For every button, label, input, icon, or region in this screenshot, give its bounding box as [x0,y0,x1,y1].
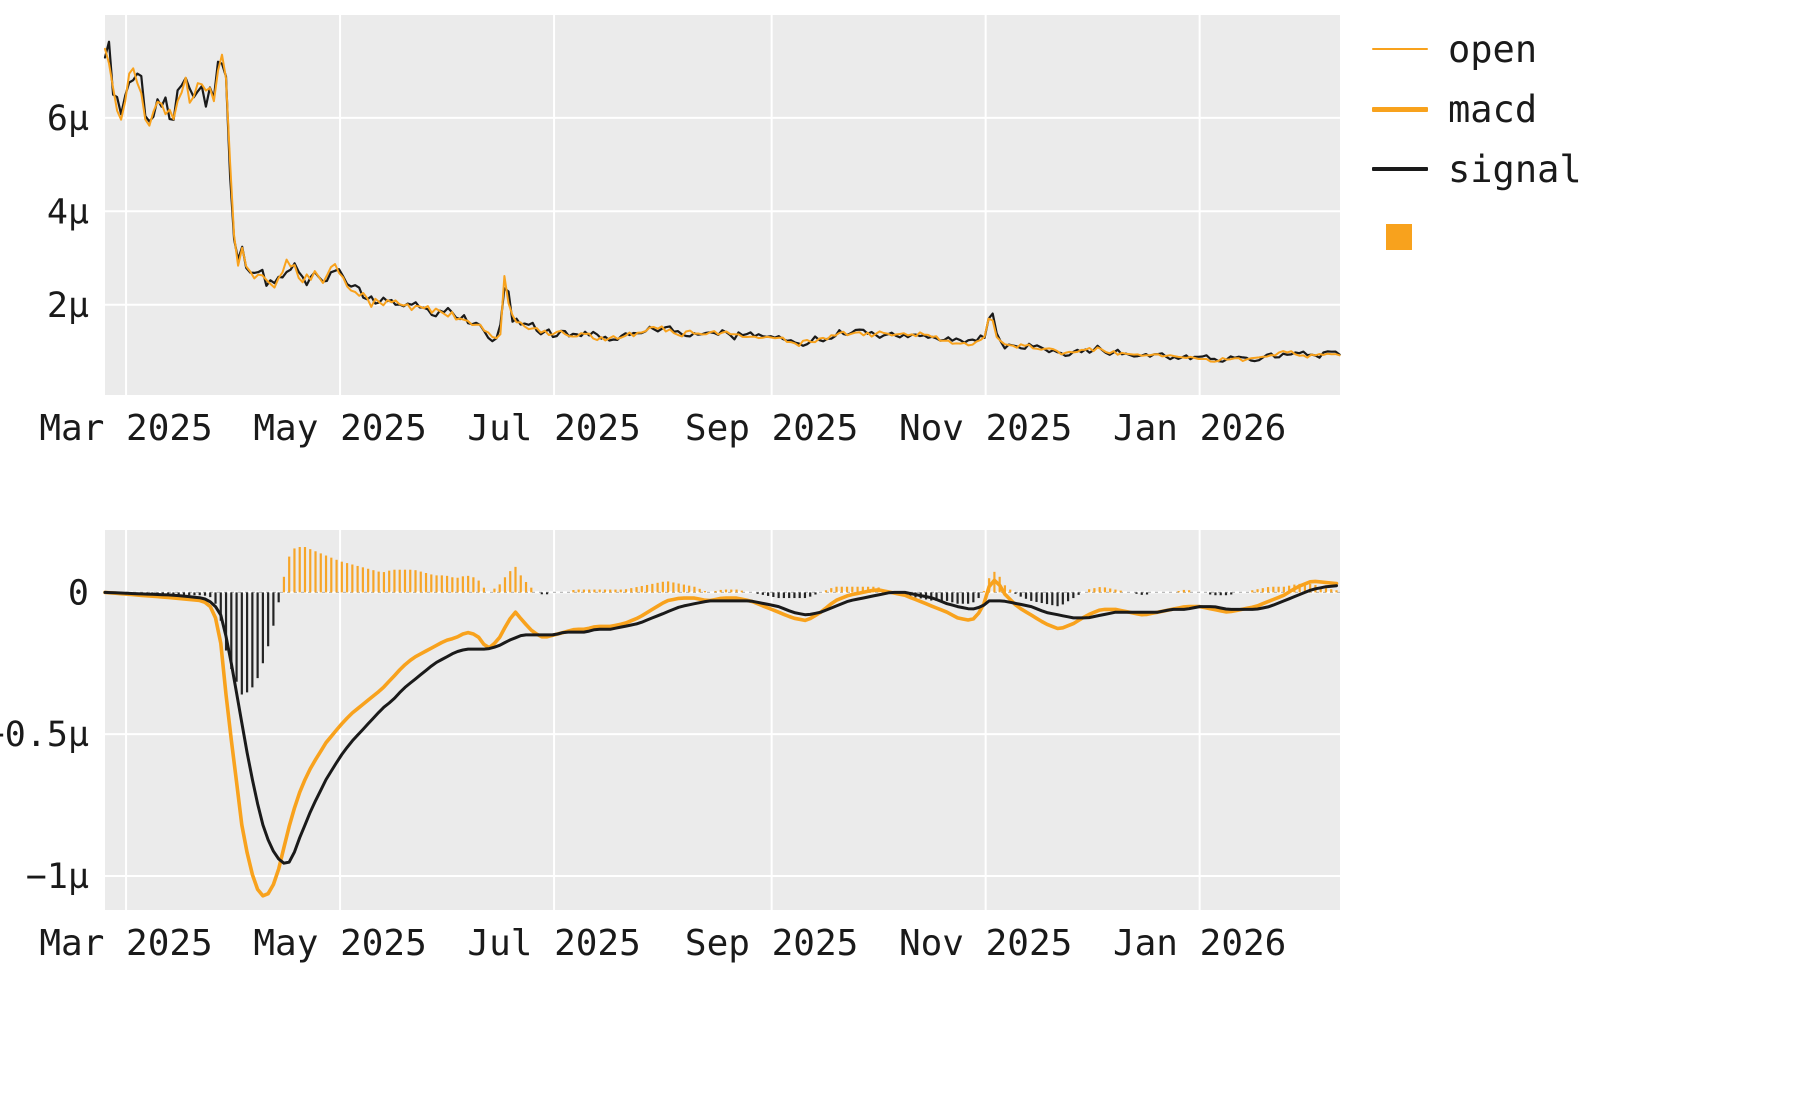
macd-legend-line-icon [1372,106,1428,112]
y-tick-label: −0.5µ [0,715,89,755]
x-tick-label: May 2025 [253,923,426,964]
series-price [103,40,1341,363]
x-tick-label: May 2025 [253,408,426,449]
x-tick-label: Nov 2025 [899,923,1072,964]
histogram-legend-swatch [1386,224,1412,250]
legend: open macd signal [1372,26,1582,260]
legend-label: open [1448,27,1538,71]
legend-item-open: open [1372,26,1582,72]
y-tick-label: 0 [68,573,89,613]
x-tick-label: Mar 2025 [39,408,212,449]
series-open [104,47,1341,363]
plot-background [105,15,1340,395]
x-tick-label: Jan 2026 [1113,923,1286,964]
legend-item-macd: macd [1372,86,1582,132]
x-tick-label: Nov 2025 [899,408,1072,449]
legend-label: macd [1448,87,1538,131]
legend-item-histogram [1372,214,1582,260]
x-tick-label: Mar 2025 [39,923,212,964]
x-tick-label: Jul 2025 [467,923,640,964]
open-legend-line-icon [1372,48,1428,50]
macd-histogram [135,547,1338,695]
y-tick-label: 4µ [47,192,89,232]
legend-label: signal [1448,147,1582,191]
price-plot: 2µ 4µ 6µ Mar 2025 May 2025 Jul 2025 Sep 2025 No… [39,15,1341,449]
x-tick-label: Sep 2025 [685,923,858,964]
y-tick-label: 6µ [47,99,89,139]
x-tick-label: Jul 2025 [467,408,640,449]
x-tick-label: Jan 2026 [1113,408,1286,449]
signal-legend-line-icon [1372,167,1428,171]
series-signal [103,584,1338,865]
y-tick-label: −1µ [26,857,89,897]
y-tick-label: 2µ [47,286,89,326]
gridlines [105,15,1340,395]
macd-plot: 0 −0.5µ −1µ Mar 2025 May 2025 Jul 2025 Sep 202… [0,530,1340,964]
x-tick-label: Sep 2025 [685,408,858,449]
legend-item-signal: signal [1372,146,1582,192]
